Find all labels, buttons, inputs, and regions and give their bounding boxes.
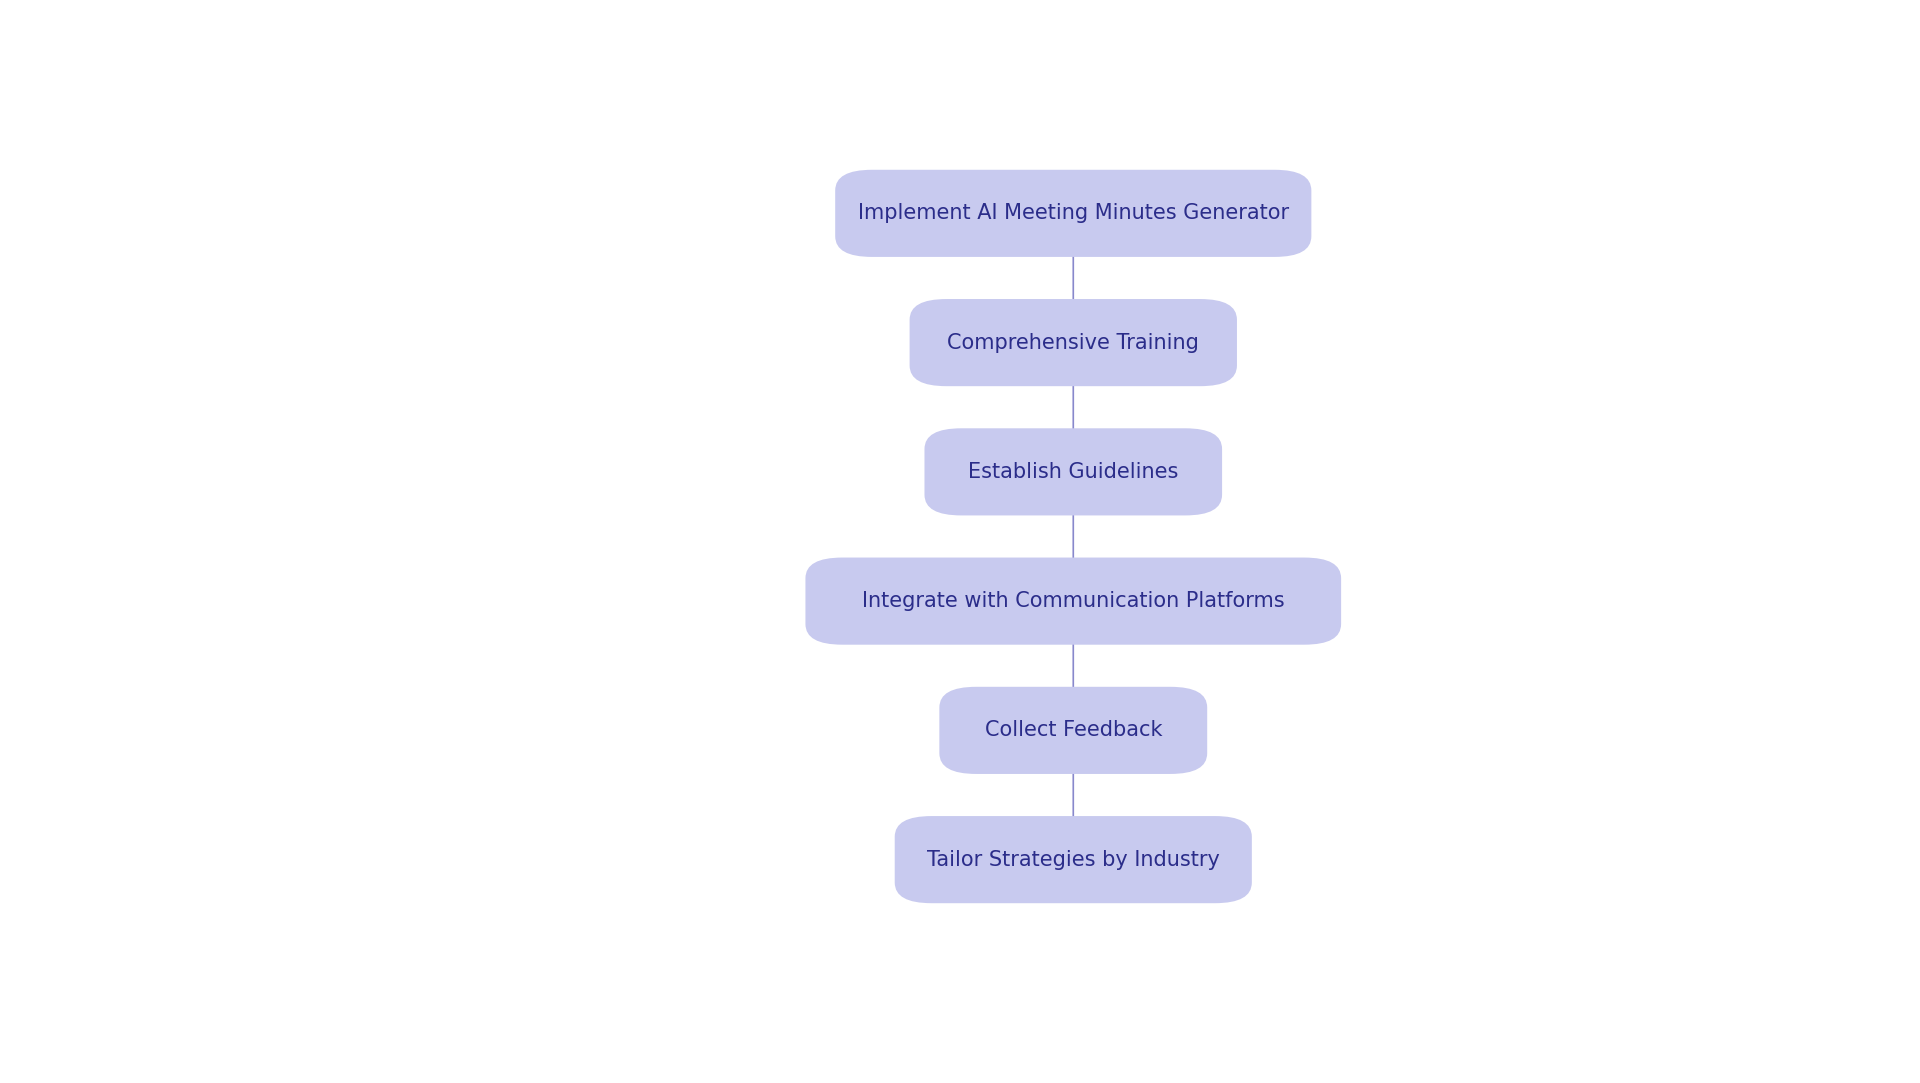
Text: Collect Feedback: Collect Feedback [985,720,1162,741]
FancyBboxPatch shape [835,170,1311,257]
Text: Integrate with Communication Platforms: Integrate with Communication Platforms [862,591,1284,611]
Text: Establish Guidelines: Establish Guidelines [968,461,1179,482]
FancyBboxPatch shape [806,558,1340,644]
FancyBboxPatch shape [910,299,1236,387]
Text: Comprehensive Training: Comprehensive Training [947,332,1200,353]
FancyBboxPatch shape [925,428,1223,516]
Text: Implement AI Meeting Minutes Generator: Implement AI Meeting Minutes Generator [858,204,1288,223]
FancyBboxPatch shape [939,687,1208,774]
Text: Tailor Strategies by Industry: Tailor Strategies by Industry [927,850,1219,870]
FancyBboxPatch shape [895,817,1252,903]
